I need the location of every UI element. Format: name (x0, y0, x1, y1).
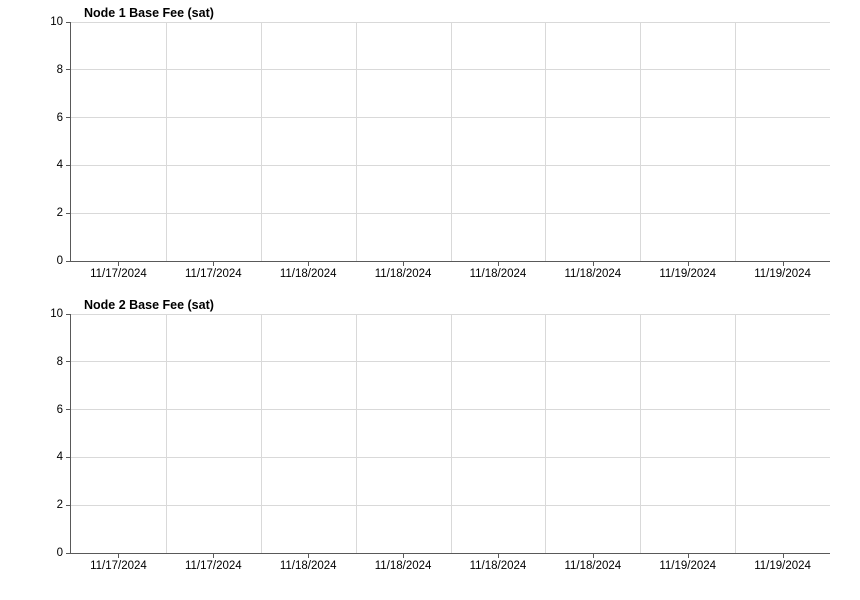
y-tick-mark (66, 361, 71, 363)
y-tick-mark (66, 69, 71, 71)
gridline-vertical (261, 314, 262, 553)
x-axis-tick-label: 11/18/2024 (279, 560, 337, 572)
gridline-vertical (640, 314, 641, 553)
gridline-vertical (451, 22, 452, 261)
y-axis-tick-label: 4 (56, 451, 63, 464)
y-axis-tick-label: 8 (56, 63, 63, 76)
gridline-horizontal (71, 504, 830, 506)
x-axis-tick-label: 11/18/2024 (564, 560, 622, 572)
gridline-vertical (735, 314, 736, 553)
x-tick-mark (498, 553, 499, 558)
chart-panel-node-1: Node 1 Base Fee (sat) 0 2 4 6 8 10 11/17/2024 1… (0, 0, 860, 290)
gridline-vertical (735, 22, 736, 261)
y-axis-tick-label: 4 (56, 159, 63, 172)
gridline-horizontal (71, 313, 830, 315)
x-tick-mark (213, 261, 214, 266)
y-axis-tick-label: 8 (56, 355, 63, 368)
x-axis-tick-label: 11/18/2024 (564, 268, 622, 280)
y-axis-tick-label: 10 (50, 308, 63, 320)
x-tick-mark (308, 553, 309, 558)
y-tick-mark (66, 117, 71, 119)
x-axis-tick-label: 11/18/2024 (374, 268, 432, 280)
y-tick-mark (66, 164, 71, 166)
x-axis-tick-label: 11/18/2024 (469, 268, 527, 280)
y-tick-mark (66, 260, 71, 262)
x-axis-tick-label: 11/19/2024 (754, 268, 811, 280)
y-axis-tick-label: 10 (50, 16, 63, 28)
gridline-vertical (166, 314, 167, 553)
gridline-vertical (356, 22, 357, 261)
gridline-horizontal (71, 456, 830, 458)
gridline-vertical (356, 314, 357, 553)
x-tick-mark (118, 261, 119, 266)
y-tick-mark (66, 456, 71, 458)
x-axis-tick-label: 11/17/2024 (184, 268, 242, 280)
gridline-horizontal (71, 117, 830, 119)
x-tick-mark (783, 553, 784, 558)
x-tick-mark (593, 553, 594, 558)
plot-area-node-1: 0 2 4 6 8 10 11/17/2024 11/17/2024 11/18/2024 11/… (50, 16, 830, 280)
gridline-horizontal (71, 212, 830, 214)
gridline-vertical (545, 314, 546, 553)
y-axis-tick-label: 6 (56, 111, 63, 124)
gridline-vertical (166, 22, 167, 261)
gridline-horizontal (71, 409, 830, 411)
y-axis-tick-label: 0 (56, 255, 63, 267)
y-tick-mark (66, 21, 71, 23)
x-tick-mark (308, 261, 309, 266)
gridline-vertical (640, 22, 641, 261)
y-tick-mark (66, 552, 71, 554)
x-axis-tick-label: 11/19/2024 (754, 560, 811, 572)
gridline-vertical (261, 22, 262, 261)
x-tick-mark (498, 261, 499, 266)
gridline-horizontal (71, 361, 830, 363)
x-axis-tick-label: 11/18/2024 (469, 560, 527, 572)
y-tick-mark (66, 212, 71, 214)
gridline-horizontal (71, 21, 830, 23)
x-axis-tick-label: 11/17/2024 (90, 560, 147, 572)
y-tick-mark (66, 409, 71, 411)
x-tick-mark (403, 261, 404, 266)
y-axis-tick-label: 6 (56, 403, 63, 416)
x-axis-tick-label: 11/18/2024 (374, 560, 432, 572)
x-axis-tick-label: 11/17/2024 (184, 560, 242, 572)
y-axis-tick-label: 2 (56, 207, 63, 220)
x-tick-mark (403, 553, 404, 558)
x-tick-mark (783, 261, 784, 266)
gridline-vertical (545, 22, 546, 261)
chart-title: Node 1 Base Fee (sat) (84, 6, 214, 20)
gridline-vertical (451, 314, 452, 553)
gridline-horizontal (71, 164, 830, 166)
x-axis-tick-label: 11/19/2024 (659, 268, 717, 280)
plot-area-node-2: 0 2 4 6 8 10 11/17/2024 11/17/2024 11/18/2024 11/… (50, 308, 830, 572)
x-tick-mark (118, 553, 119, 558)
x-tick-mark (688, 553, 689, 558)
y-axis-tick-label: 0 (56, 547, 63, 559)
chart-panel-node-2: Node 2 Base Fee (sat) 0 2 4 6 8 10 11/17/2024 1… (0, 292, 860, 582)
x-axis-tick-label: 11/19/2024 (659, 560, 717, 572)
x-tick-mark (213, 553, 214, 558)
x-axis-tick-label: 11/17/2024 (90, 268, 147, 280)
y-axis-tick-label: 2 (56, 499, 63, 512)
x-tick-mark (593, 261, 594, 266)
x-tick-mark (688, 261, 689, 266)
chart-title: Node 2 Base Fee (sat) (84, 298, 214, 312)
x-axis-tick-label: 11/18/2024 (279, 268, 337, 280)
y-tick-mark (66, 504, 71, 506)
gridline-horizontal (71, 69, 830, 71)
y-tick-mark (66, 313, 71, 315)
